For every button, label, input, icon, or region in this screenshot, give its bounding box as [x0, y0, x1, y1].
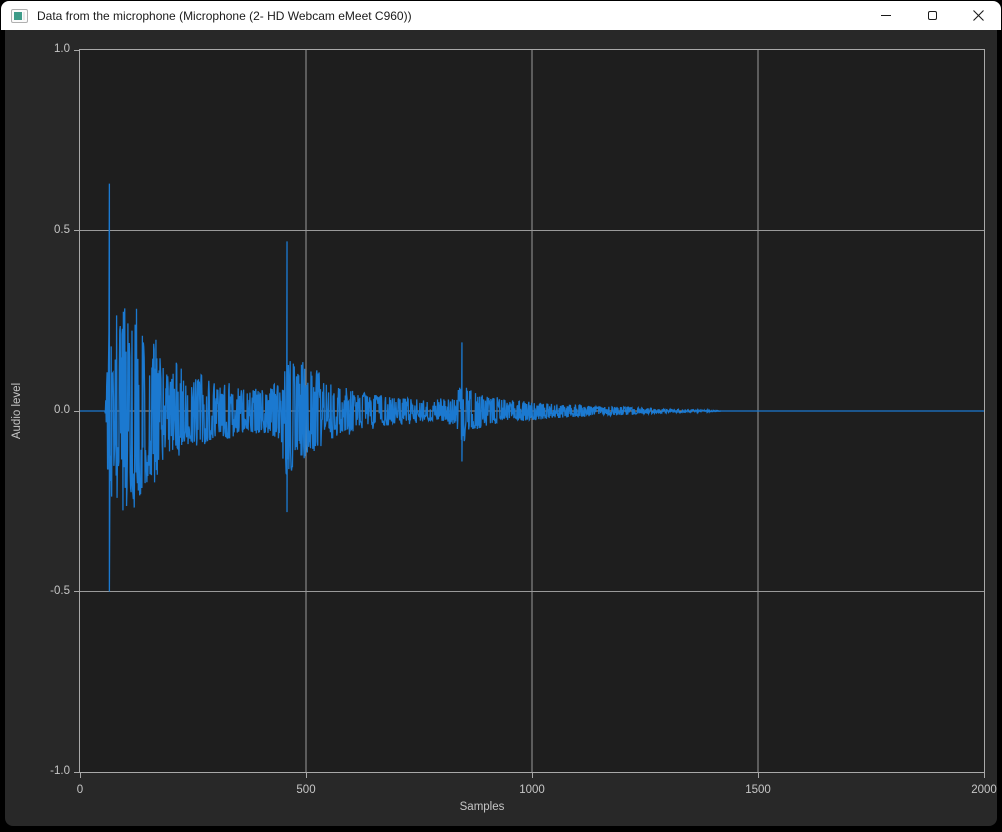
maximize-button[interactable] — [909, 1, 955, 30]
x-tick-mark — [79, 773, 81, 778]
window-title: Data from the microphone (Microphone (2-… — [37, 8, 412, 23]
x-tick-mark — [305, 773, 307, 778]
waveform-line — [80, 183, 984, 592]
window-controls — [863, 1, 1001, 30]
y-tick-mark — [74, 771, 79, 773]
close-button[interactable] — [955, 1, 1001, 30]
plot-area — [80, 50, 984, 772]
x-tick-label: 1500 — [745, 784, 771, 796]
x-tick-label: 1000 — [519, 784, 545, 796]
minimize-button[interactable] — [863, 1, 909, 30]
close-icon — [972, 10, 984, 21]
app-icon-plot-glyph — [14, 11, 22, 20]
x-tick-label: 500 — [296, 784, 316, 796]
app-icon-strip — [23, 11, 25, 20]
y-tick-mark — [74, 230, 79, 231]
axes — [79, 49, 985, 773]
maximize-icon — [927, 11, 937, 20]
x-tick-mark — [531, 773, 533, 778]
y-tick-label: -0.5 — [50, 584, 70, 597]
y-tick-label: 0.5 — [54, 223, 70, 236]
y-tick-label: 0.0 — [54, 404, 70, 416]
y-tick-mark — [74, 49, 79, 51]
x-tick-mark — [757, 773, 759, 778]
x-axis-label: Samples — [459, 801, 505, 813]
x-tick-label: 0 — [76, 784, 84, 796]
y-tick-mark — [74, 410, 79, 412]
y-tick-label: -1.0 — [50, 765, 70, 777]
figure-canvas: Audio level Samples 0 500 1000 1500 2000 1.0 0… — [5, 30, 997, 826]
y-tick-mark — [74, 591, 79, 592]
app-icon — [11, 8, 28, 23]
minimize-icon — [881, 15, 891, 16]
x-tick-mark — [983, 773, 985, 778]
x-tick-label: 2000 — [971, 784, 997, 796]
y-axis-label: Audio level — [11, 382, 23, 440]
titlebar[interactable]: Data from the microphone (Microphone (2-… — [1, 1, 1001, 30]
y-tick-label: 1.0 — [54, 43, 70, 55]
